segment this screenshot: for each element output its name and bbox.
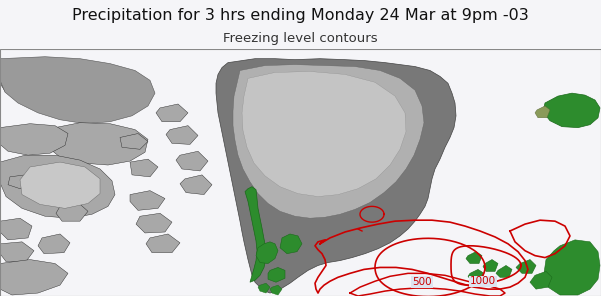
Polygon shape: [136, 213, 172, 233]
Polygon shape: [0, 57, 155, 124]
Polygon shape: [166, 126, 198, 144]
Polygon shape: [496, 266, 512, 277]
Polygon shape: [530, 271, 552, 289]
Polygon shape: [156, 104, 188, 122]
Polygon shape: [535, 106, 550, 118]
Polygon shape: [8, 175, 30, 189]
Polygon shape: [130, 159, 158, 177]
Polygon shape: [146, 234, 180, 253]
Polygon shape: [0, 260, 68, 295]
Polygon shape: [242, 72, 406, 197]
Polygon shape: [280, 234, 302, 254]
Polygon shape: [256, 242, 278, 263]
Polygon shape: [306, 226, 360, 251]
Polygon shape: [245, 187, 266, 282]
Polygon shape: [543, 93, 600, 128]
Polygon shape: [0, 60, 95, 106]
Polygon shape: [28, 59, 128, 104]
Polygon shape: [130, 191, 165, 210]
Polygon shape: [483, 260, 498, 271]
Polygon shape: [0, 242, 34, 262]
Polygon shape: [56, 202, 88, 221]
Polygon shape: [544, 240, 600, 295]
Polygon shape: [270, 285, 282, 295]
Polygon shape: [176, 151, 208, 171]
Polygon shape: [258, 283, 270, 293]
Polygon shape: [466, 252, 482, 263]
Polygon shape: [180, 175, 212, 194]
Polygon shape: [48, 123, 148, 165]
Polygon shape: [468, 269, 484, 281]
Polygon shape: [38, 234, 70, 254]
Polygon shape: [255, 216, 315, 240]
Text: Precipitation for 3 hrs ending Monday 24 Mar at 9pm -03: Precipitation for 3 hrs ending Monday 24…: [72, 8, 529, 23]
Text: 500: 500: [412, 277, 432, 287]
Text: 1000: 1000: [470, 276, 496, 286]
Polygon shape: [233, 65, 424, 218]
Polygon shape: [216, 59, 456, 293]
Polygon shape: [0, 124, 68, 155]
Polygon shape: [0, 218, 32, 240]
Polygon shape: [20, 162, 100, 208]
Polygon shape: [268, 268, 285, 282]
Polygon shape: [516, 260, 536, 273]
Polygon shape: [120, 133, 148, 149]
Text: Freezing level contours: Freezing level contours: [223, 32, 378, 45]
Polygon shape: [0, 155, 115, 218]
